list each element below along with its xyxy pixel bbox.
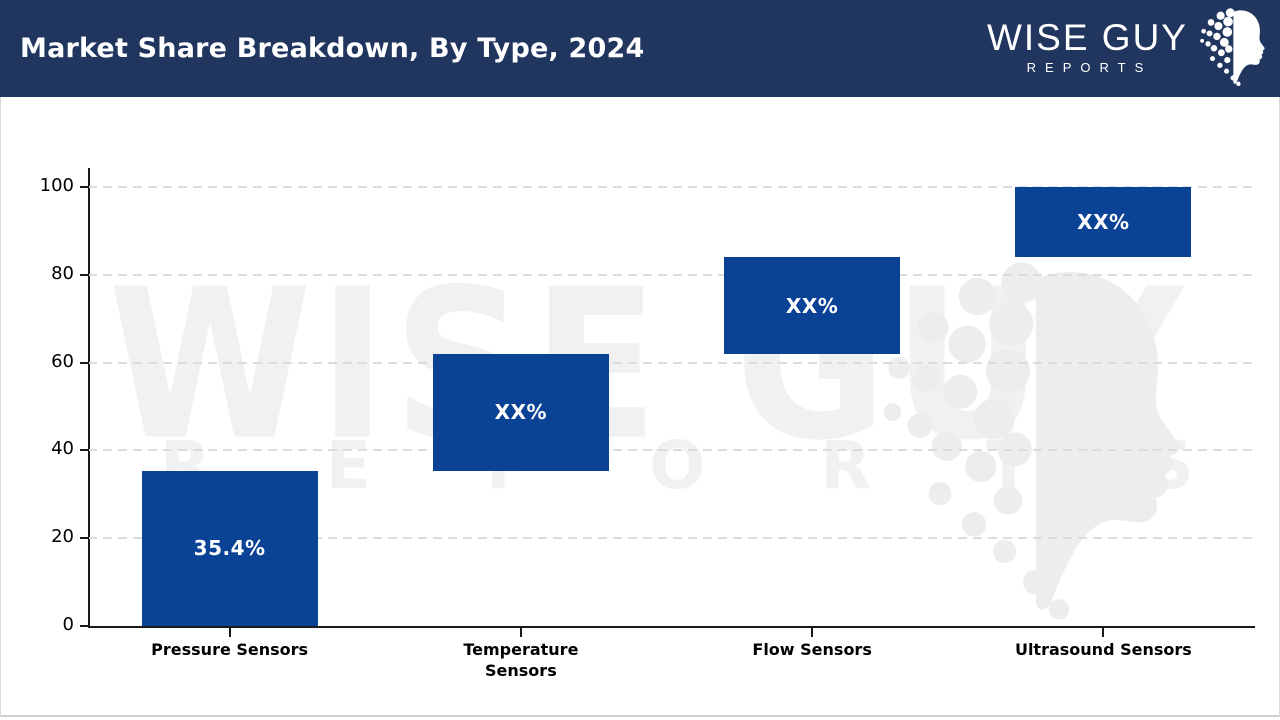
y-tick-0 xyxy=(80,625,89,627)
logo-subtext: REPORTS xyxy=(1026,59,1153,75)
bar-temperature-sensors: XX% xyxy=(432,353,609,471)
y-tick-100 xyxy=(80,186,89,188)
bar-pressure-sensors: 35.4% xyxy=(141,470,318,626)
x-tick-flow-sensors xyxy=(811,628,814,637)
x-category-label-pressure-sensors: Pressure Sensors xyxy=(151,640,309,659)
y-tick-40 xyxy=(80,449,89,452)
bar-flow-sensors: XX% xyxy=(724,257,901,354)
gridline-100 xyxy=(88,186,1253,188)
x-axis-line xyxy=(88,626,1255,628)
y-tick-80 xyxy=(80,273,89,276)
wiseguy-logo: WISE GUY REPORTS xyxy=(987,0,1268,97)
page-title: Market Share Breakdown, By Type, 2024 xyxy=(20,33,645,64)
y-tick-label-100: 100 xyxy=(39,175,74,196)
header-bar: Market Share Breakdown, By Type, 2024 WI… xyxy=(0,0,1280,97)
x-category-label-flow-sensors: Flow Sensors xyxy=(752,640,872,659)
gridline-60 xyxy=(88,361,1253,364)
x-category-label-ultrasound-sensors: Ultrasound Sensors xyxy=(1014,640,1192,659)
gridline-80 xyxy=(88,273,1253,276)
gridline-40 xyxy=(88,449,1253,452)
x-tick-pressure-sensors xyxy=(228,628,231,637)
y-tick-label-60: 60 xyxy=(51,350,74,372)
y-tick-label-80: 80 xyxy=(51,262,74,284)
bar-value-label: XX% xyxy=(1077,210,1130,235)
bar-value-label: 35.4% xyxy=(193,536,266,561)
y-tick-label-40: 40 xyxy=(51,438,74,460)
wiseguy-logo-text: WISE GUY REPORTS xyxy=(987,19,1188,75)
bar-value-label: XX% xyxy=(494,400,548,425)
gridline-20 xyxy=(88,537,1253,540)
y-tick-20 xyxy=(80,537,89,540)
logo-wordmark: WISE GUY xyxy=(986,16,1188,58)
y-tick-60 xyxy=(80,361,89,364)
x-tick-temperature-sensors xyxy=(519,628,522,637)
y-tick-label-0: 0 xyxy=(62,614,74,635)
bar-value-label: XX% xyxy=(785,293,839,318)
y-tick-label-20: 20 xyxy=(51,526,74,548)
bar-ultrasound-sensors: XX% xyxy=(1015,187,1192,258)
x-tick-ultrasound-sensors xyxy=(1102,628,1105,637)
x-category-label-temperature-sensors: Temperature Sensors xyxy=(463,640,579,680)
y-axis-line xyxy=(88,168,90,628)
